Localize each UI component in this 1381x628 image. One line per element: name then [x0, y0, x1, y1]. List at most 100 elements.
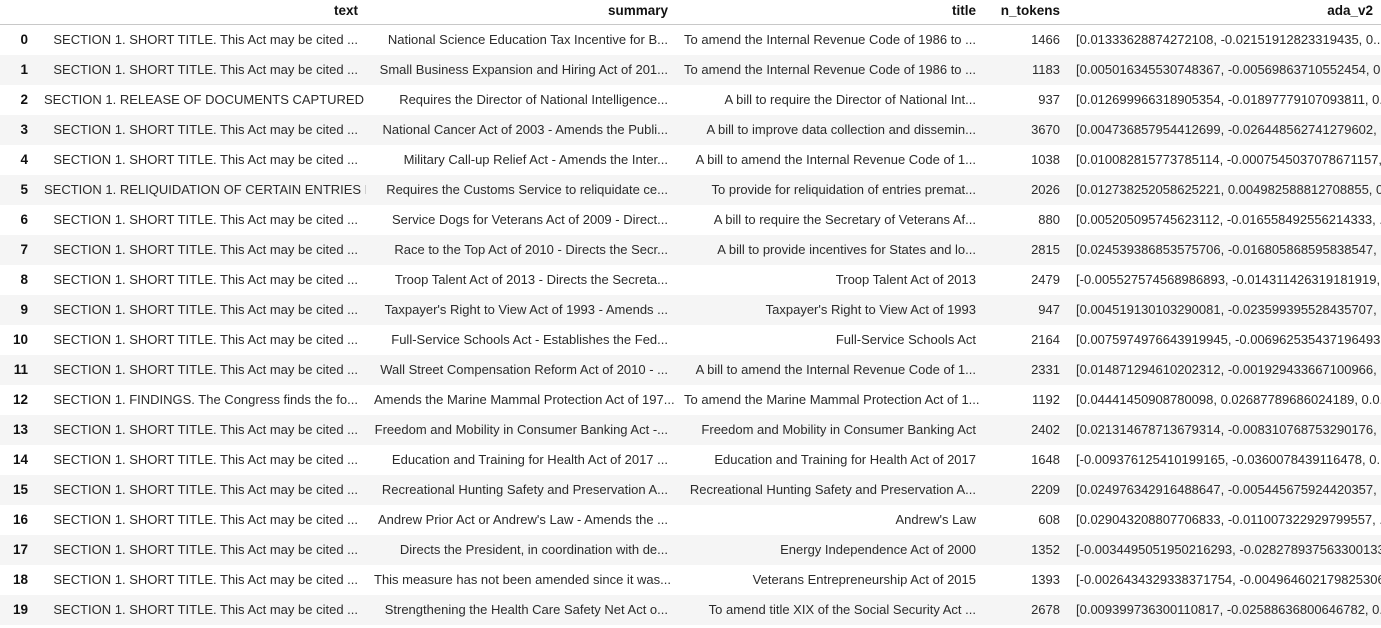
row-index-cell: 18 — [12, 572, 28, 587]
cell-n-tokens: 1648 — [1031, 452, 1060, 467]
cell-title: Recreational Hunting Safety and Preserva… — [689, 482, 976, 497]
cell-ada-v2: [0.021314678713679314, -0.00831076875329… — [1076, 422, 1381, 437]
cell-summary: Wall Street Compensation Reform Act of 2… — [380, 362, 668, 377]
cell-title: Education and Training for Health Act of… — [714, 452, 976, 467]
row-index-cell: 2 — [20, 92, 28, 107]
table-row: 12 SECTION 1. FINDINGS. The Congress find… — [0, 385, 1381, 415]
cell-text: SECTION 1. SHORT TITLE. This Act may be … — [53, 332, 358, 347]
cell-title: A bill to require the Director of Nation… — [724, 92, 976, 107]
cell-text: SECTION 1. SHORT TITLE. This Act may be … — [53, 62, 358, 77]
cell-title: Andrew's Law — [895, 512, 976, 527]
table-header: text summary title n_tokens ada_v2 — [0, 0, 1381, 25]
column-header-index — [0, 0, 36, 25]
cell-title: Full-Service Schools Act — [835, 332, 976, 347]
row-index-cell: 0 — [20, 32, 28, 47]
table-row: 13 SECTION 1. SHORT TITLE. This Act may b… — [0, 415, 1381, 445]
cell-n-tokens: 2402 — [1031, 422, 1060, 437]
cell-summary: Strengthening the Health Care Safety Net… — [384, 602, 668, 617]
column-header-summary: summary — [366, 0, 676, 25]
cell-text: SECTION 1. SHORT TITLE. This Act may be … — [53, 542, 358, 557]
cell-n-tokens: 1183 — [1032, 62, 1060, 77]
cell-ada-v2: [0.004519130103290081, -0.02359939552843… — [1076, 302, 1381, 317]
table-row: 14 SECTION 1. SHORT TITLE. This Act may b… — [0, 445, 1381, 475]
table-row: 1 SECTION 1. SHORT TITLE. This Act may be… — [0, 55, 1381, 85]
cell-ada-v2: [0.024539386853575706, -0.01680586859583… — [1076, 242, 1381, 257]
row-index-cell: 4 — [20, 152, 28, 167]
cell-summary: National Cancer Act of 2003 - Amends the… — [382, 122, 668, 137]
header-row: text summary title n_tokens ada_v2 — [0, 0, 1381, 25]
column-header-n-tokens: n_tokens — [984, 0, 1068, 25]
cell-title: A bill to amend the Internal Revenue Cod… — [695, 152, 976, 167]
table-row: 6 SECTION 1. SHORT TITLE. This Act may be… — [0, 205, 1381, 235]
cell-summary: National Science Education Tax Incentive… — [387, 32, 668, 47]
cell-title: Veterans Entrepreneurship Act of 2015 — [752, 572, 976, 587]
cell-title: Taxpayer's Right to View Act of 1993 — [765, 302, 976, 317]
table-row: 17 SECTION 1. SHORT TITLE. This Act may b… — [0, 535, 1381, 565]
cell-n-tokens: 3670 — [1031, 122, 1060, 137]
cell-title: To amend the Internal Revenue Code of 19… — [684, 62, 976, 77]
column-header-ada-v2: ada_v2 — [1068, 0, 1381, 25]
cell-ada-v2: [0.024976342916488647, -0.00544567592442… — [1076, 482, 1381, 497]
cell-ada-v2: [0.01333628874272108, -0.021519128233194… — [1076, 32, 1381, 47]
cell-summary: Amends the Marine Mammal Protection Act … — [374, 392, 675, 407]
cell-ada-v2: [0.005016345530748367, -0.00569863710552… — [1076, 62, 1381, 77]
row-index-cell: 19 — [12, 602, 28, 617]
cell-ada-v2: [-0.0034495051950216293, -0.028278937563… — [1076, 542, 1381, 557]
cell-title: A bill to amend the Internal Revenue Cod… — [695, 362, 976, 377]
cell-n-tokens: 937 — [1038, 92, 1060, 107]
cell-n-tokens: 608 — [1038, 512, 1060, 527]
cell-title: To provide for reliquidation of entries … — [711, 182, 976, 197]
cell-text: SECTION 1. SHORT TITLE. This Act may be … — [53, 212, 358, 227]
cell-ada-v2: [0.004736857954412699, -0.02644856274127… — [1076, 122, 1381, 137]
cell-text: SECTION 1. SHORT TITLE. This Act may be … — [53, 122, 358, 137]
cell-text: SECTION 1. SHORT TITLE. This Act may be … — [53, 272, 358, 287]
table-row: 16 SECTION 1. SHORT TITLE. This Act may b… — [0, 505, 1381, 535]
cell-text: SECTION 1. SHORT TITLE. This Act may be … — [53, 32, 358, 47]
table-row: 10 SECTION 1. SHORT TITLE. This Act may b… — [0, 325, 1381, 355]
cell-summary: Small Business Expansion and Hiring Act … — [379, 62, 668, 77]
cell-ada-v2: [0.005205095745623112, -0.01655849255621… — [1076, 212, 1381, 227]
cell-title: Troop Talent Act of 2013 — [835, 272, 976, 287]
cell-n-tokens: 2164 — [1031, 332, 1060, 347]
cell-n-tokens: 1466 — [1031, 32, 1060, 47]
cell-n-tokens: 2815 — [1031, 242, 1060, 257]
cell-text: SECTION 1. SHORT TITLE. This Act may be … — [53, 362, 358, 377]
cell-text: SECTION 1. SHORT TITLE. This Act may be … — [53, 152, 358, 167]
cell-summary: Service Dogs for Veterans Act of 2009 - … — [391, 212, 668, 227]
cell-text: SECTION 1. SHORT TITLE. This Act may be … — [53, 482, 358, 497]
cell-text: SECTION 1. FINDINGS. The Congress finds … — [53, 392, 358, 407]
cell-ada-v2: [0.0075974976643919945, -0.0069625354371… — [1076, 332, 1381, 347]
table-row: 18 SECTION 1. SHORT TITLE. This Act may b… — [0, 565, 1381, 595]
cell-text: SECTION 1. SHORT TITLE. This Act may be … — [53, 302, 358, 317]
cell-summary: Requires the Director of National Intell… — [399, 92, 668, 107]
row-index-cell: 9 — [20, 302, 28, 317]
row-index-cell: 8 — [20, 272, 28, 287]
table-row: 5 SECTION 1. RELIQUIDATION OF CERTAIN ENT… — [0, 175, 1381, 205]
table-row: 15 SECTION 1. SHORT TITLE. This Act may b… — [0, 475, 1381, 505]
table-row: 19 SECTION 1. SHORT TITLE. This Act may b… — [0, 595, 1381, 625]
cell-ada-v2: [0.014871294610202312, -0.00192943366710… — [1076, 362, 1381, 377]
cell-summary: This measure has not been amended since … — [374, 572, 671, 587]
cell-summary: Freedom and Mobility in Consumer Banking… — [374, 422, 668, 437]
row-index-cell: 3 — [20, 122, 28, 137]
row-index-cell: 6 — [20, 212, 28, 227]
row-index-cell: 7 — [20, 242, 28, 257]
cell-text: SECTION 1. SHORT TITLE. This Act may be … — [53, 422, 358, 437]
table-body: 0 SECTION 1. SHORT TITLE. This Act may be… — [0, 24, 1381, 625]
cell-n-tokens: 2331 — [1031, 362, 1060, 377]
cell-summary: Education and Training for Health Act of… — [391, 452, 668, 467]
cell-title: A bill to provide incentives for States … — [717, 242, 976, 257]
cell-title: Freedom and Mobility in Consumer Banking… — [701, 422, 976, 437]
cell-n-tokens: 1192 — [1032, 392, 1060, 407]
cell-text: SECTION 1. SHORT TITLE. This Act may be … — [53, 602, 358, 617]
row-index-cell: 5 — [20, 182, 28, 197]
row-index-cell: 16 — [12, 512, 28, 527]
cell-title: To amend the Marine Mammal Protection Ac… — [684, 392, 980, 407]
row-index-cell: 14 — [12, 452, 28, 467]
cell-n-tokens: 880 — [1038, 212, 1060, 227]
row-index-cell: 17 — [12, 542, 28, 557]
table-row: 8 SECTION 1. SHORT TITLE. This Act may be… — [0, 265, 1381, 295]
cell-ada-v2: [0.04441450908780098, 0.0268778968602418… — [1076, 392, 1381, 407]
table-row: 4 SECTION 1. SHORT TITLE. This Act may be… — [0, 145, 1381, 175]
